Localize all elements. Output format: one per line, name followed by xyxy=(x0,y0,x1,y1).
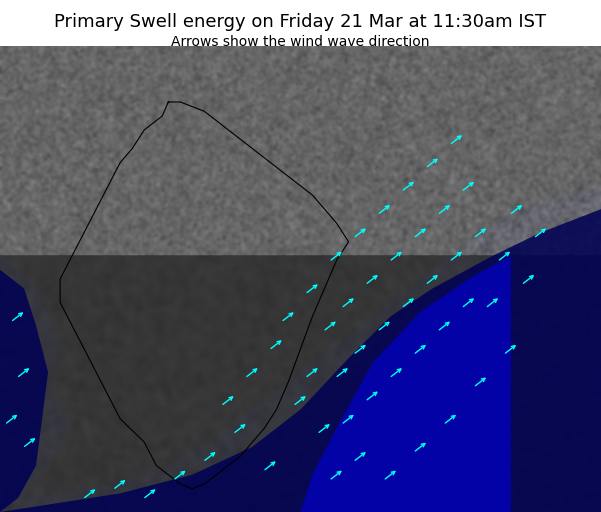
Polygon shape xyxy=(0,255,72,512)
Text: Arrows show the wind wave direction: Arrows show the wind wave direction xyxy=(171,35,430,49)
Polygon shape xyxy=(0,270,48,512)
Polygon shape xyxy=(0,186,601,512)
Text: Primary Swell energy on Friday 21 Mar at 11:30am IST: Primary Swell energy on Friday 21 Mar at… xyxy=(55,13,546,31)
Polygon shape xyxy=(0,209,601,512)
Polygon shape xyxy=(300,255,511,512)
